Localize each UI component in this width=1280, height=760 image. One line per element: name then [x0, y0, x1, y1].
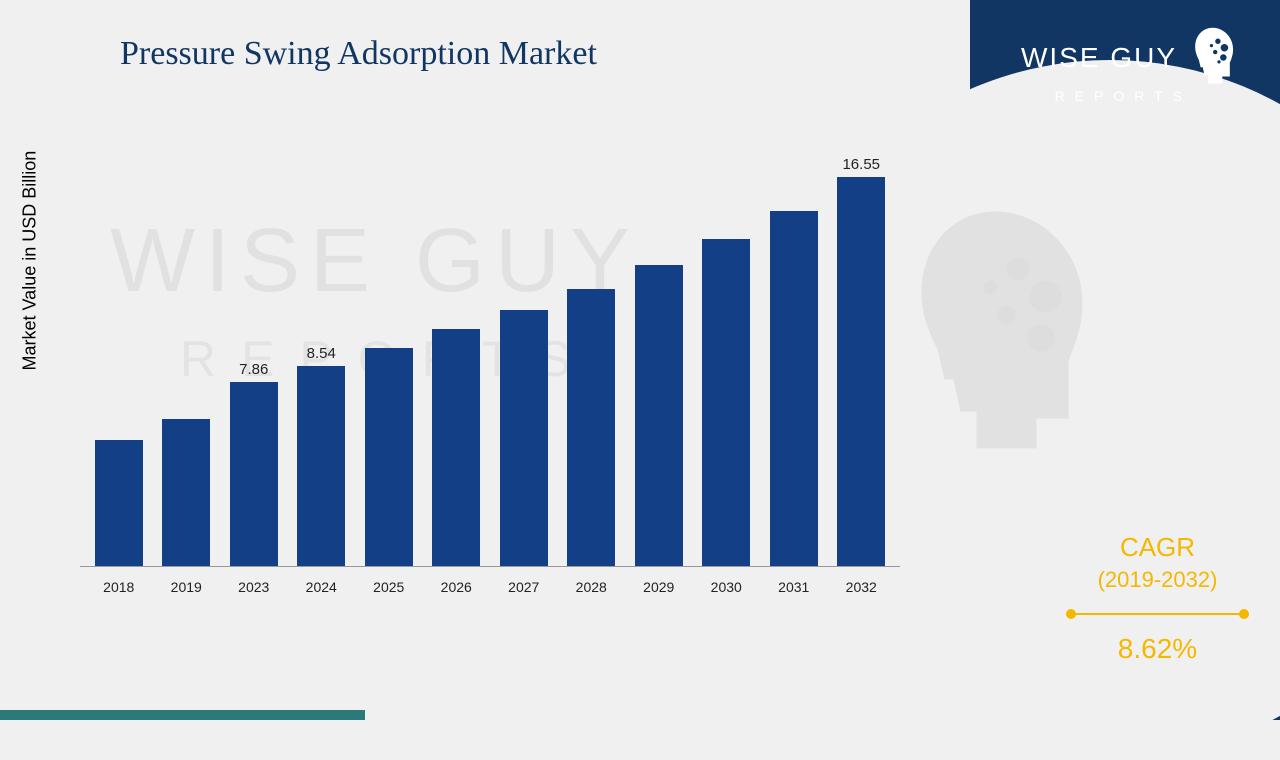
- bar-chart: 7.868.54 16.55 2018201920232024202520262…: [80, 165, 900, 595]
- cagr-block: CAGR (2019-2032) 8.62%: [1070, 532, 1245, 665]
- bar-value-label: [792, 190, 796, 207]
- bar-2030: [698, 218, 754, 567]
- cagr-divider: [1070, 613, 1245, 615]
- x-label: 2019: [158, 579, 214, 595]
- bar-value-label: [387, 327, 391, 344]
- bar-value-label: 16.55: [842, 156, 880, 173]
- x-label: 2029: [631, 579, 687, 595]
- bar-value-label: [454, 308, 458, 325]
- x-label: 2026: [428, 579, 484, 595]
- bar: [770, 211, 818, 567]
- bar: [702, 239, 750, 567]
- bar-value-label: [724, 218, 728, 235]
- footer-accent-bar: [0, 710, 365, 720]
- bar-2023: 7.86: [226, 361, 282, 567]
- x-label: 2018: [91, 579, 147, 595]
- bar-2018: [91, 419, 147, 567]
- x-label: 2023: [226, 579, 282, 595]
- bar: [230, 382, 278, 567]
- cagr-value: 8.62%: [1070, 633, 1245, 665]
- bar-value-label: [117, 419, 121, 436]
- cagr-title: CAGR: [1070, 532, 1245, 563]
- bar: [837, 177, 885, 567]
- y-axis-label: Market Value in USD Billion: [20, 151, 41, 371]
- bar-2029: [631, 244, 687, 567]
- bar-2026: [428, 308, 484, 567]
- bar: [365, 348, 413, 567]
- bar: [162, 419, 210, 567]
- watermark-head-icon: [880, 200, 1110, 480]
- cagr-years: (2019-2032): [1070, 567, 1245, 593]
- bar-value-label: [184, 398, 188, 415]
- x-label: 2032: [833, 579, 889, 595]
- bar-value-label: 7.86: [239, 361, 268, 378]
- logo-main-text: WISE GUY: [1021, 42, 1177, 74]
- x-label: 2025: [361, 579, 417, 595]
- bar-value-label: [522, 289, 526, 306]
- logo-sub-text: REPORTS: [1021, 88, 1240, 104]
- x-label: 2027: [496, 579, 552, 595]
- bar-2032: 16.55: [833, 156, 889, 567]
- brand-logo: WISE GUY REPORTS: [1021, 25, 1240, 104]
- bar-2025: [361, 327, 417, 567]
- bar-2031: [766, 190, 822, 567]
- bar-2028: [563, 268, 619, 567]
- bar: [95, 440, 143, 567]
- bar-2024: 8.54: [293, 345, 349, 567]
- bar: [297, 366, 345, 567]
- bar: [635, 265, 683, 567]
- x-label: 2030: [698, 579, 754, 595]
- bar-value-label: [657, 244, 661, 261]
- x-label: 2028: [563, 579, 619, 595]
- bar-2019: [158, 398, 214, 567]
- chart-title: Pressure Swing Adsorption Market: [120, 35, 597, 73]
- x-label: 2031: [766, 579, 822, 595]
- bar: [567, 289, 615, 567]
- bar: [432, 329, 480, 567]
- bar: [500, 310, 548, 567]
- bar-value-label: [589, 268, 593, 285]
- logo-head-icon: [1185, 25, 1240, 90]
- x-label: 2024: [293, 579, 349, 595]
- chart-baseline: [80, 566, 900, 567]
- bar-2027: [496, 289, 552, 567]
- bar-value-label: 8.54: [307, 345, 336, 362]
